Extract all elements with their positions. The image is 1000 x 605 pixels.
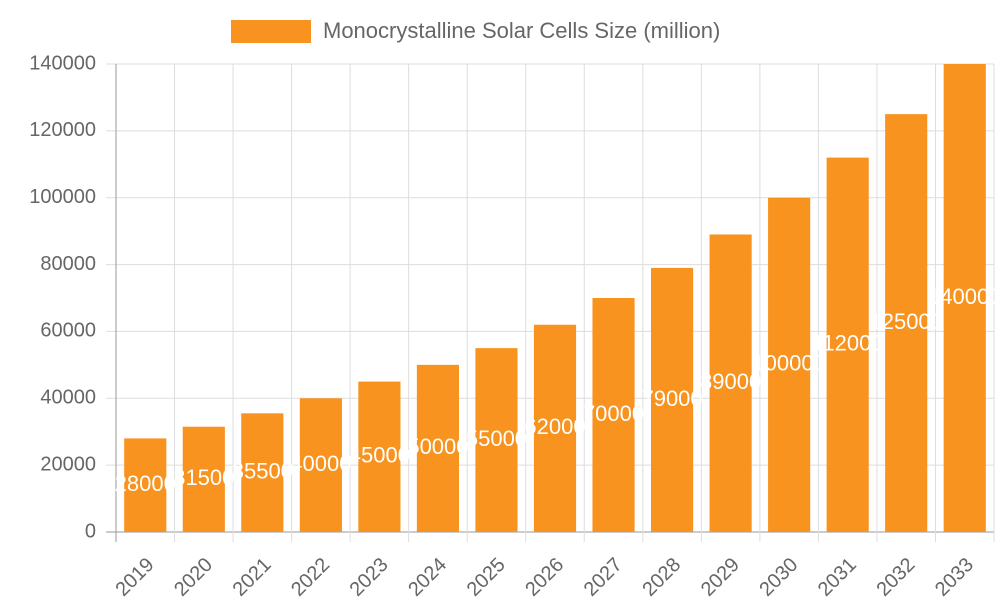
y-tick-label: 60000: [40, 320, 96, 342]
x-tick-label: 2026: [521, 554, 568, 600]
data-label: 40000: [290, 451, 351, 476]
bar: [299, 398, 342, 532]
y-tick-label: 40000: [40, 387, 96, 409]
bar: [358, 381, 401, 532]
data-label: 28000: [115, 471, 176, 496]
y-tick-label: 140000: [29, 52, 96, 74]
data-label: 79000: [641, 386, 702, 411]
x-tick-label: 2031: [814, 554, 861, 600]
x-tick-label: 2030: [755, 554, 802, 600]
y-tick-label: 0: [85, 520, 96, 542]
bar: [182, 426, 225, 532]
x-tick-label: 2028: [638, 554, 685, 600]
data-label: 89000: [700, 369, 761, 394]
x-tick-label: 2027: [580, 554, 627, 600]
bar: [709, 234, 752, 532]
data-label: 35500: [232, 458, 293, 483]
y-tick-label: 20000: [40, 453, 96, 475]
data-label: 70000: [583, 401, 644, 426]
x-tick-label: 2021: [229, 554, 276, 600]
x-tick-label: 2020: [170, 554, 217, 600]
bar: [416, 364, 460, 532]
data-label: 140000: [928, 284, 1000, 309]
x-tick-label: 2023: [346, 554, 393, 600]
legend-label[interactable]: Monocrystalline Solar Cells Size (millio…: [323, 18, 720, 43]
bar: [533, 324, 577, 532]
x-tick-label: 2029: [697, 554, 744, 600]
y-tick-label: 120000: [29, 119, 96, 141]
bar: [826, 157, 869, 532]
bar: [650, 267, 694, 532]
y-tick-label: 100000: [29, 186, 96, 208]
data-label: 62000: [524, 414, 585, 439]
data-label: 45000: [349, 443, 410, 468]
legend-swatch[interactable]: [231, 20, 311, 43]
bar: [241, 413, 284, 532]
x-tick-label: 2024: [404, 554, 451, 600]
bar: [768, 197, 811, 532]
x-tick-label: 2025: [463, 554, 510, 600]
bar: [592, 298, 635, 532]
x-tick-label: 2019: [112, 554, 159, 600]
data-label: 112000: [812, 331, 884, 356]
data-label: 125000: [869, 309, 942, 334]
data-label: 50000: [407, 434, 468, 459]
data-label: 100000: [752, 351, 825, 376]
data-label: 55000: [466, 426, 527, 451]
bar: [885, 114, 928, 533]
x-tick-label: 2032: [872, 554, 919, 600]
data-label: 31500: [173, 465, 234, 490]
x-tick-label: 2022: [287, 554, 334, 600]
bar: [475, 348, 518, 532]
x-tick-label: 2033: [931, 554, 978, 600]
y-tick-label: 80000: [40, 253, 96, 275]
bar: [943, 64, 986, 532]
bar: [124, 438, 167, 532]
